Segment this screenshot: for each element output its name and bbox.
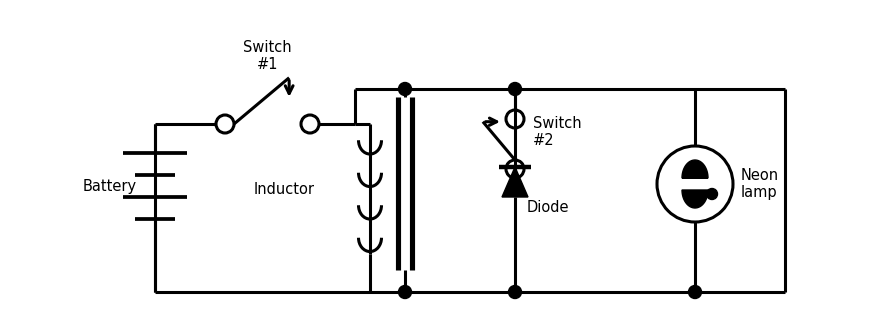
Circle shape xyxy=(509,83,522,96)
Polygon shape xyxy=(502,167,528,197)
Circle shape xyxy=(688,285,701,298)
Text: Diode: Diode xyxy=(527,200,569,215)
Text: Inductor: Inductor xyxy=(254,181,315,196)
Polygon shape xyxy=(682,160,708,178)
Circle shape xyxy=(399,83,412,96)
Polygon shape xyxy=(682,190,708,208)
Text: Battery: Battery xyxy=(83,179,137,193)
Circle shape xyxy=(707,189,717,200)
Text: Neon
lamp: Neon lamp xyxy=(741,168,779,200)
Text: Switch
#2: Switch #2 xyxy=(533,116,582,148)
Circle shape xyxy=(399,285,412,298)
Circle shape xyxy=(509,285,522,298)
Text: Switch
#1: Switch #1 xyxy=(243,40,292,72)
